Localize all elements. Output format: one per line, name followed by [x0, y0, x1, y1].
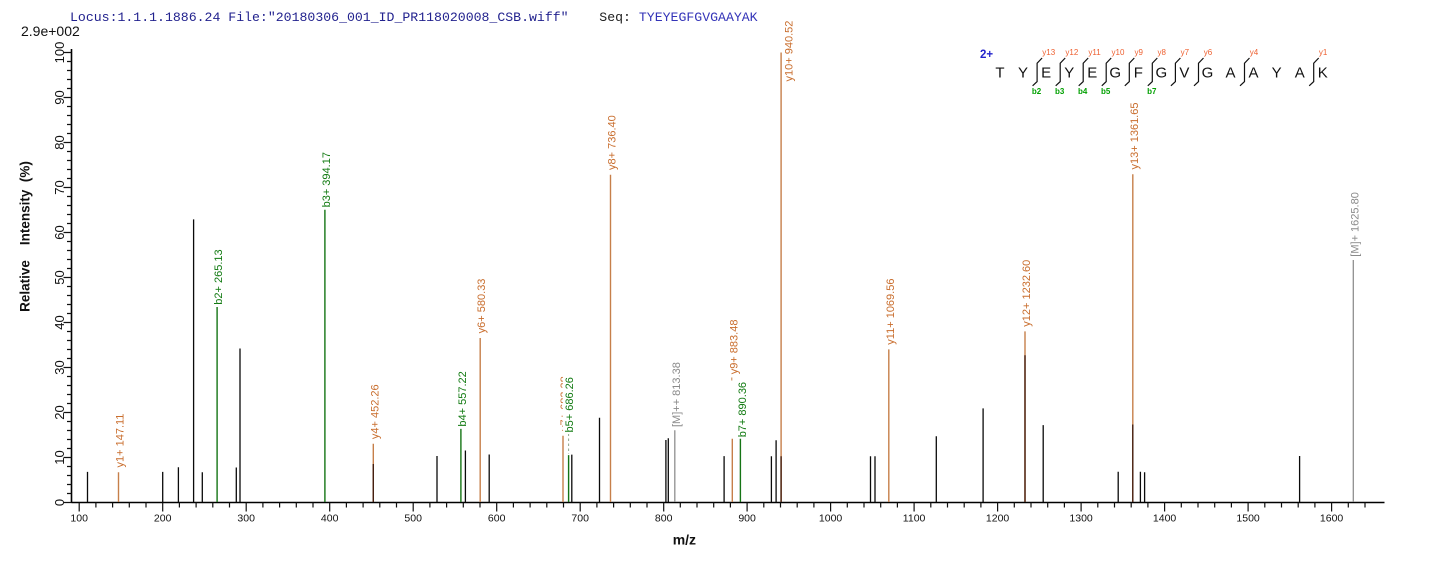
svg-text:1500: 1500 [1236, 513, 1260, 525]
svg-text:y8+ 736.40: y8+ 736.40 [607, 115, 619, 170]
svg-text:b5: b5 [1101, 87, 1111, 96]
svg-text:y9: y9 [1135, 48, 1144, 57]
svg-text:600: 600 [488, 513, 506, 525]
svg-text:b3+ 394.17: b3+ 394.17 [321, 152, 333, 207]
svg-text:1400: 1400 [1153, 513, 1177, 525]
svg-text:b7: b7 [1147, 87, 1157, 96]
svg-text:y1: y1 [1319, 48, 1328, 57]
svg-text:b7+ 890.36: b7+ 890.36 [737, 382, 749, 437]
svg-text:1000: 1000 [819, 513, 843, 525]
svg-text:b4: b4 [1078, 87, 1088, 96]
svg-text:Y: Y [1272, 65, 1282, 82]
svg-text:E: E [1041, 65, 1051, 82]
svg-text:30: 30 [52, 360, 67, 374]
svg-text:y13: y13 [1042, 48, 1055, 57]
svg-text:F: F [1134, 65, 1143, 82]
svg-text:b5+ 686.26: b5+ 686.26 [564, 377, 576, 432]
svg-text:Relative Intensity (%): Relative Intensity (%) [18, 161, 33, 312]
svg-text:TYEYEGFGVGAAYAK: TYEYEGFGVGAAYAK [639, 10, 758, 25]
svg-text:A: A [1225, 65, 1235, 82]
svg-text:900: 900 [738, 513, 756, 525]
svg-text:60: 60 [52, 225, 67, 239]
svg-text:E: E [1087, 65, 1097, 82]
svg-text:1200: 1200 [986, 513, 1010, 525]
svg-text:50: 50 [52, 270, 67, 284]
svg-text:100: 100 [70, 513, 88, 525]
svg-text:V: V [1179, 65, 1189, 82]
svg-text:y4: y4 [1250, 48, 1259, 57]
svg-text:20: 20 [52, 405, 67, 419]
svg-text:10: 10 [52, 450, 67, 464]
svg-text:y8: y8 [1158, 48, 1167, 57]
svg-text:700: 700 [571, 513, 589, 525]
svg-text:800: 800 [655, 513, 673, 525]
svg-text:y12: y12 [1065, 48, 1078, 57]
svg-text:Y: Y [1018, 65, 1028, 82]
svg-text:[M]++ 813.38: [M]++ 813.38 [671, 362, 683, 427]
svg-text:Locus:1.1.1.1886.24 File:"2018: Locus:1.1.1.1886.24 File:"20180306_001_I… [70, 10, 569, 25]
svg-text:T: T [995, 65, 1004, 82]
svg-text:K: K [1318, 65, 1328, 82]
svg-text:y11+ 1069.56: y11+ 1069.56 [885, 279, 897, 345]
svg-text:b2: b2 [1032, 87, 1042, 96]
svg-text:2+: 2+ [980, 49, 993, 61]
svg-text:y7: y7 [1181, 48, 1190, 57]
svg-text:1300: 1300 [1069, 513, 1093, 525]
svg-text:y12+ 1232.60: y12+ 1232.60 [1021, 260, 1033, 327]
svg-text:200: 200 [154, 513, 172, 525]
svg-text:G: G [1155, 65, 1167, 82]
svg-text:G: G [1109, 65, 1121, 82]
svg-text:m/z: m/z [673, 532, 696, 548]
svg-text:Y: Y [1064, 65, 1074, 82]
svg-text:A: A [1295, 65, 1305, 82]
svg-text:y10+ 940.52: y10+ 940.52 [783, 21, 795, 82]
svg-text:100: 100 [52, 42, 67, 64]
svg-text:80: 80 [52, 135, 67, 149]
svg-text:G: G [1202, 65, 1214, 82]
svg-text:b4+ 557.22: b4+ 557.22 [457, 371, 469, 426]
svg-text:y11: y11 [1088, 48, 1101, 57]
svg-text:500: 500 [404, 513, 422, 525]
svg-text:2.9e+002: 2.9e+002 [21, 23, 80, 39]
svg-text:300: 300 [237, 513, 255, 525]
svg-text:400: 400 [321, 513, 339, 525]
svg-text:y13+ 1361.65: y13+ 1361.65 [1129, 103, 1141, 170]
svg-text:0: 0 [52, 499, 67, 506]
svg-text:1600: 1600 [1320, 513, 1344, 525]
svg-text:y9+ 883.48: y9+ 883.48 [728, 320, 740, 375]
svg-text:A: A [1248, 65, 1258, 82]
svg-text:Seq:: Seq: [599, 10, 631, 25]
svg-text:y10: y10 [1112, 48, 1125, 57]
svg-text:y1+ 147.11: y1+ 147.11 [115, 414, 127, 468]
svg-text:70: 70 [52, 180, 67, 194]
svg-text:y6: y6 [1204, 48, 1213, 57]
svg-text:y4+ 452.26: y4+ 452.26 [369, 384, 381, 439]
svg-text:b3: b3 [1055, 87, 1065, 96]
svg-text:90: 90 [52, 90, 67, 104]
svg-text:b2+ 265.13: b2+ 265.13 [213, 249, 225, 304]
svg-text:[M]+ 1625.80: [M]+ 1625.80 [1349, 192, 1361, 257]
svg-text:1100: 1100 [903, 513, 926, 525]
svg-text:40: 40 [52, 315, 67, 329]
svg-text:y6+ 580.33: y6+ 580.33 [476, 279, 488, 334]
